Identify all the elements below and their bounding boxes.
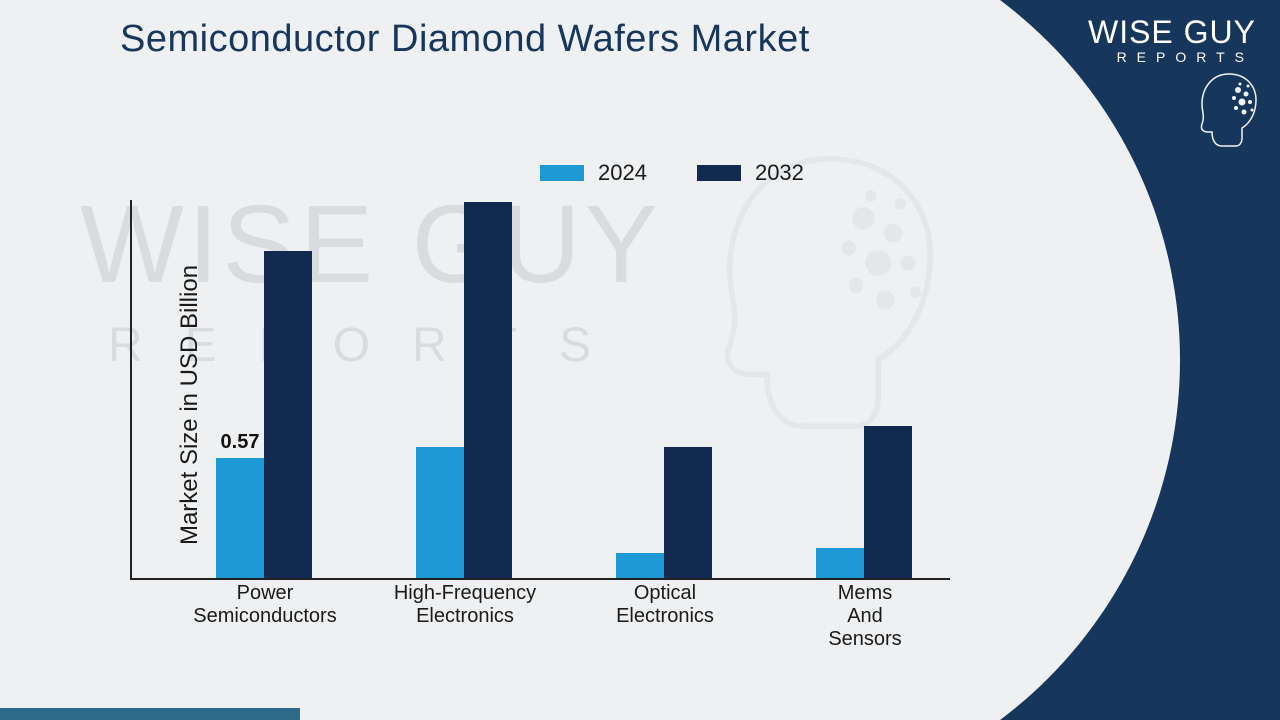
page-title: Semiconductor Diamond Wafers Market bbox=[120, 18, 810, 61]
chart-legend: 2024 2032 bbox=[540, 160, 804, 186]
page: WISE GUY REPORTS WISE GUY REPORTS Semico… bbox=[0, 0, 1280, 720]
legend-item-2032: 2032 bbox=[697, 160, 804, 186]
bar bbox=[416, 447, 464, 578]
bar bbox=[664, 447, 712, 578]
bar: 0.57 bbox=[216, 458, 264, 578]
x-axis-label: PowerSemiconductors bbox=[165, 582, 365, 628]
brand-head-icon bbox=[1194, 72, 1264, 152]
bar-chart: 2024 2032 Market Size in USD Billion 0.5… bbox=[60, 160, 960, 650]
bar bbox=[816, 548, 864, 578]
x-axis-label: MemsAndSensors bbox=[765, 582, 965, 651]
x-axis-label: High-FrequencyElectronics bbox=[365, 582, 565, 628]
legend-swatch bbox=[540, 165, 584, 181]
brand-logo-sub: REPORTS bbox=[1088, 49, 1256, 65]
bar bbox=[264, 251, 312, 578]
x-axis-label: OpticalElectronics bbox=[565, 582, 765, 628]
bar bbox=[616, 553, 664, 578]
bar bbox=[864, 426, 912, 578]
bar-value-label: 0.57 bbox=[221, 431, 260, 454]
plot-area: 0.57 bbox=[130, 200, 950, 580]
bar bbox=[464, 202, 512, 578]
legend-swatch bbox=[697, 165, 741, 181]
legend-item-2024: 2024 bbox=[540, 160, 647, 186]
brand-logo: WISE GUY REPORTS bbox=[1088, 14, 1256, 65]
legend-label: 2024 bbox=[598, 160, 647, 186]
brand-logo-main: WISE GUY bbox=[1088, 14, 1256, 51]
legend-label: 2032 bbox=[755, 160, 804, 186]
bottom-accent-bar bbox=[0, 708, 300, 720]
